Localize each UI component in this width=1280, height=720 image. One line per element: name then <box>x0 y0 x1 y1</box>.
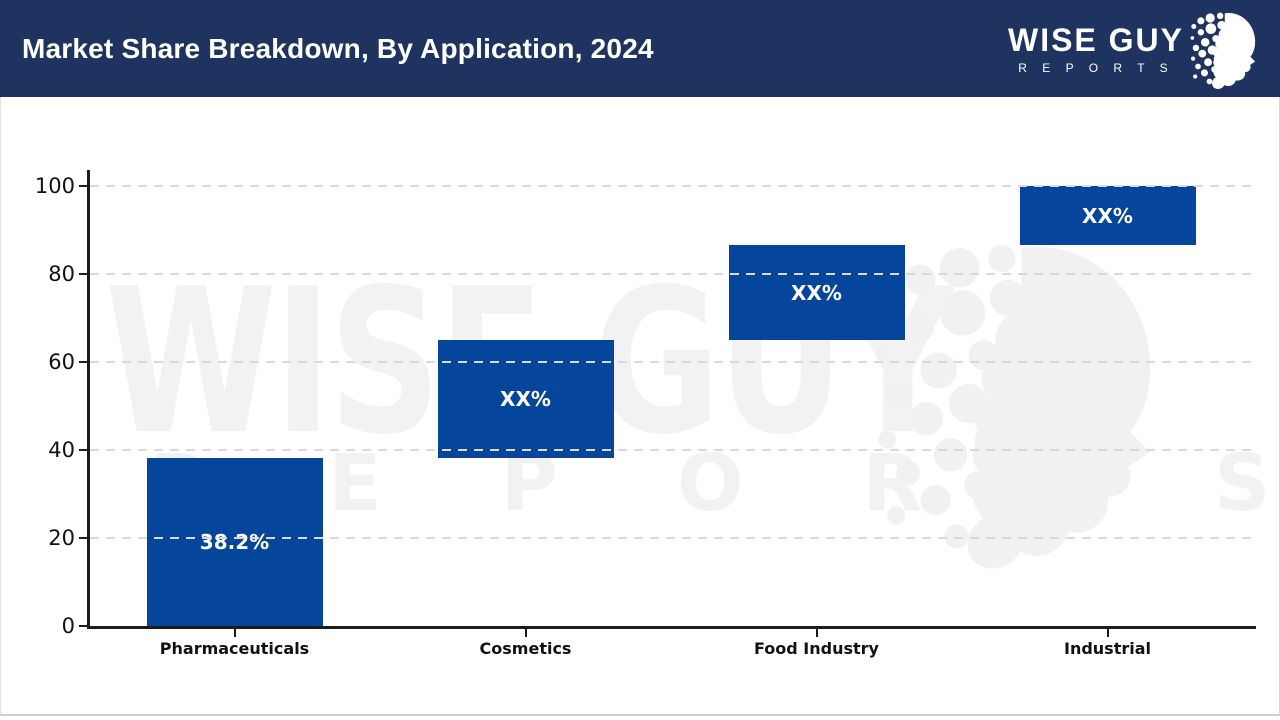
y-tick-80 <box>79 273 87 275</box>
y-tick-0 <box>79 625 87 627</box>
bar-value-label: 38.2% <box>199 529 270 554</box>
gridline-80 <box>90 273 1254 275</box>
y-axis-label-0: 0 <box>61 614 75 638</box>
bar-value-label: XX% <box>791 280 842 305</box>
x-tick-cosmetics <box>524 629 527 637</box>
y-tick-60 <box>79 361 87 363</box>
chart-area: WISE GUY R E P O R T S 38.2%Pharmaceutic… <box>0 97 1280 716</box>
x-axis-label-pharmaceuticals: Pharmaceuticals <box>159 639 310 658</box>
page-title: Market Share Breakdown, By Application, … <box>22 32 654 64</box>
x-axis-label-food-industry: Food Industry <box>754 639 879 658</box>
x-tick-food-industry <box>815 629 818 637</box>
brand-wordmark-line1: WISE GUY <box>1007 22 1184 58</box>
gridline-60 <box>90 361 1254 363</box>
gridline-100 <box>90 185 1254 187</box>
x-axis-label-cosmetics: Cosmetics <box>479 639 572 658</box>
y-axis-label-20: 20 <box>48 526 75 550</box>
bar-cosmetics: XX% <box>437 340 614 458</box>
y-axis-label-40: 40 <box>48 438 75 462</box>
gridline-40 <box>90 449 1254 451</box>
y-axis-label-80: 80 <box>48 262 75 286</box>
x-tick-pharmaceuticals <box>233 629 236 637</box>
y-axis-label-60: 60 <box>48 350 75 374</box>
bar-value-label: XX% <box>500 386 551 411</box>
brand-logo: WISE GUY R E P O R T S <box>1008 8 1266 90</box>
page-header: Market Share Breakdown, By Application, … <box>0 0 1280 97</box>
bar-value-label: XX% <box>1082 203 1133 228</box>
brand-wordmark-line2: R E P O R T S <box>1018 61 1174 75</box>
brand-wordmark: WISE GUY R E P O R T S <box>1008 22 1184 76</box>
x-axis-spine <box>87 626 1256 629</box>
y-tick-100 <box>79 185 87 187</box>
x-tick-industrial <box>1106 629 1109 637</box>
y-axis-label-100: 100 <box>34 174 75 198</box>
y-tick-40 <box>79 449 87 451</box>
watermark-face-icon <box>863 225 1165 573</box>
x-axis-label-industrial: Industrial <box>1063 639 1151 658</box>
dotted-face-logo-icon <box>1180 8 1266 90</box>
gridline-20 <box>90 537 1254 539</box>
bar-industrial: XX% <box>1019 186 1196 246</box>
bar-pharmaceuticals: 38.2% <box>146 457 323 626</box>
bar-food-industry: XX% <box>728 245 905 340</box>
y-axis-spine <box>87 170 90 629</box>
y-tick-20 <box>79 537 87 539</box>
